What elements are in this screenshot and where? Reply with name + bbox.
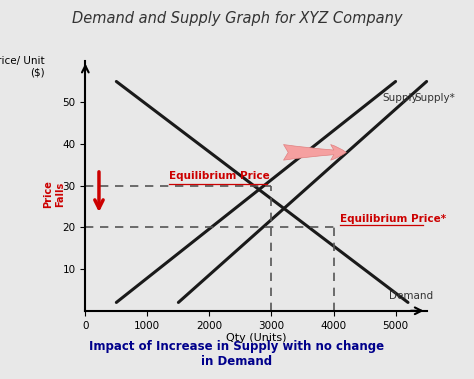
Text: Equilibrium Price*: Equilibrium Price*: [340, 215, 446, 224]
Y-axis label: Price/ Unit
($): Price/ Unit ($): [0, 56, 45, 77]
X-axis label: Qty (Units): Qty (Units): [226, 333, 286, 343]
Text: Demand: Demand: [389, 291, 434, 301]
Text: Equilibrium Price: Equilibrium Price: [169, 171, 270, 182]
Text: Price
Falls: Price Falls: [44, 180, 65, 208]
Text: Supply: Supply: [382, 93, 418, 103]
Text: Supply*: Supply*: [414, 93, 455, 103]
Text: Impact of Increase in Supply with no change
in Demand: Impact of Increase in Supply with no cha…: [90, 340, 384, 368]
Text: Demand and Supply Graph for XYZ Company: Demand and Supply Graph for XYZ Company: [72, 11, 402, 27]
